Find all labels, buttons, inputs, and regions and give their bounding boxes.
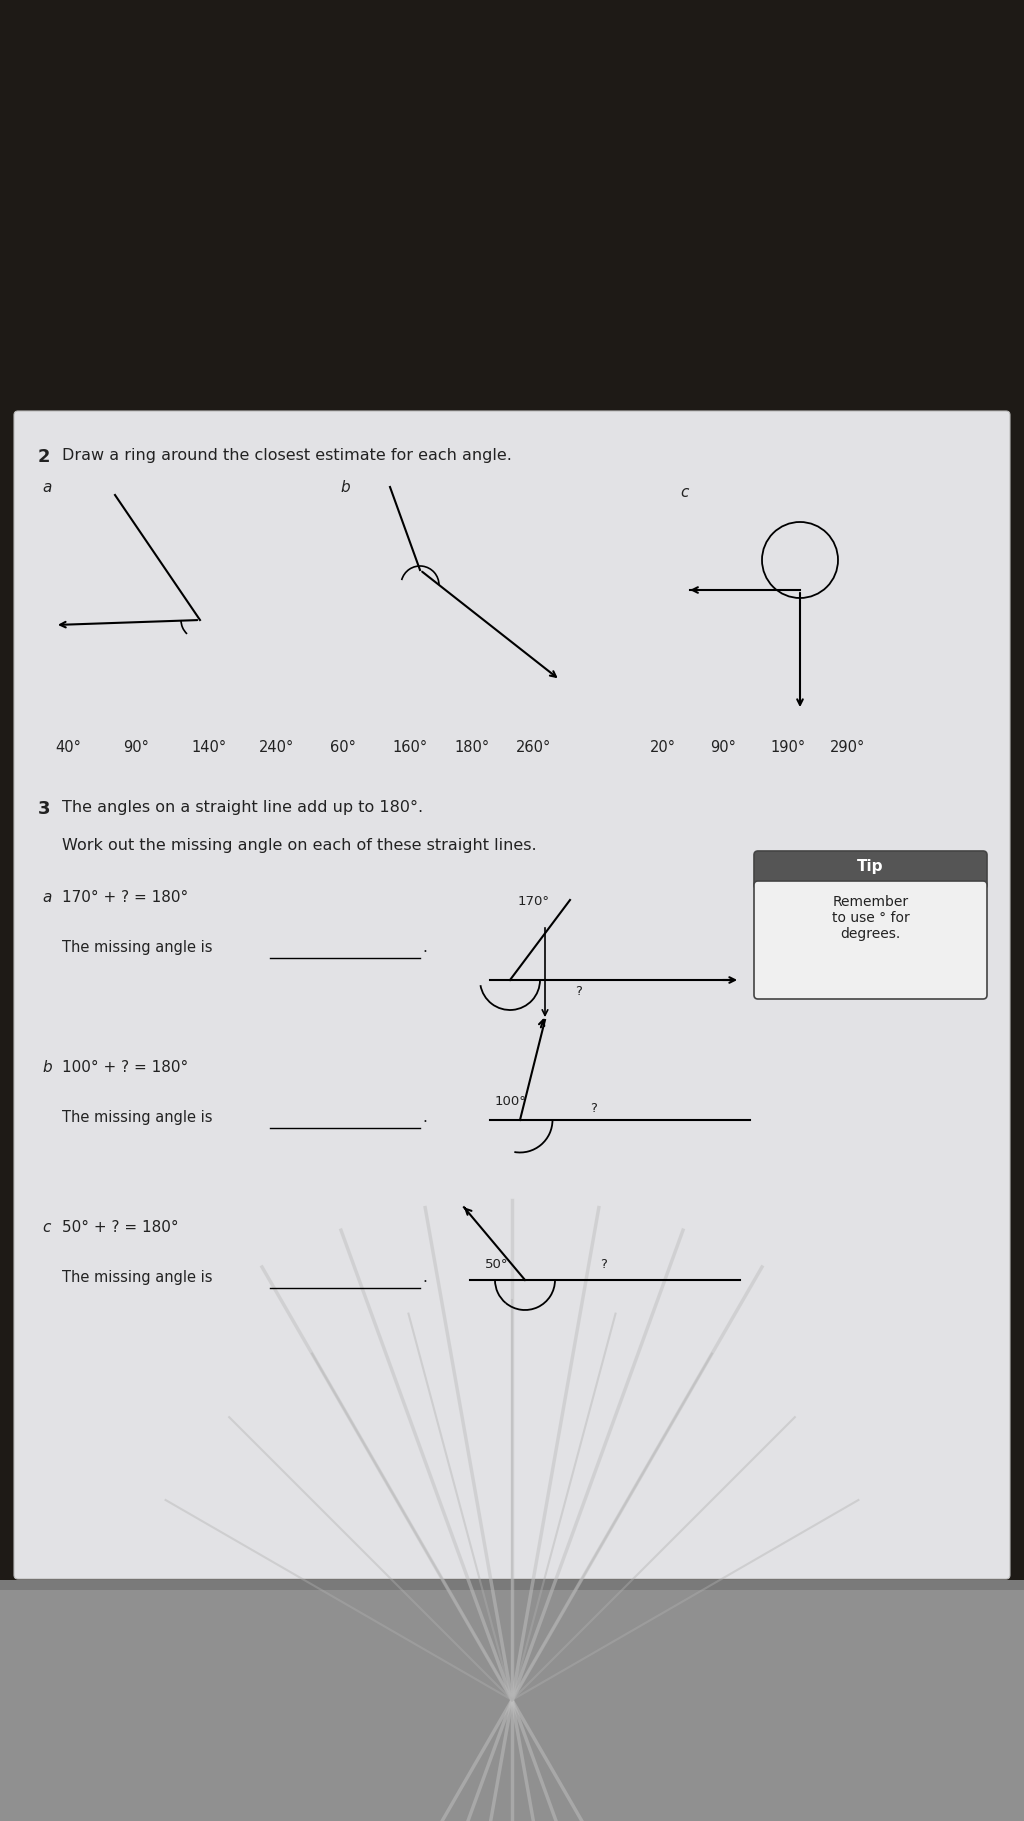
Text: 100° + ? = 180°: 100° + ? = 180° [62, 1060, 188, 1074]
Bar [0, 0, 1024, 430]
FancyBboxPatch shape [754, 881, 987, 1000]
FancyBboxPatch shape [754, 850, 987, 889]
Text: a: a [42, 890, 51, 905]
Text: .: . [422, 1111, 427, 1125]
Bar [0, 1581, 1024, 1821]
Text: Remember
to use ° for
degrees.: Remember to use ° for degrees. [831, 894, 909, 941]
Text: 20°: 20° [650, 739, 676, 756]
Text: 90°: 90° [123, 739, 148, 756]
Text: 190°: 190° [770, 739, 805, 756]
Text: 240°: 240° [259, 739, 294, 756]
Text: 170° + ? = 180°: 170° + ? = 180° [62, 890, 188, 905]
Text: ?: ? [600, 1258, 607, 1271]
Text: 180°: 180° [454, 739, 489, 756]
Text: .: . [422, 940, 427, 954]
Text: 170°: 170° [518, 894, 550, 909]
Text: 290°: 290° [830, 739, 865, 756]
Text: 100°: 100° [495, 1094, 527, 1107]
Text: The angles on a straight line add up to 180°.: The angles on a straight line add up to … [62, 799, 423, 816]
FancyBboxPatch shape [14, 412, 1010, 1579]
Text: 160°: 160° [392, 739, 427, 756]
Text: c: c [680, 484, 688, 501]
Text: 50° + ? = 180°: 50° + ? = 180° [62, 1220, 178, 1235]
Text: Draw a ring around the closest estimate for each angle.: Draw a ring around the closest estimate … [62, 448, 512, 463]
Text: 3: 3 [38, 799, 50, 818]
Text: 140°: 140° [191, 739, 226, 756]
Text: The missing angle is: The missing angle is [62, 1269, 213, 1286]
Text: b: b [340, 481, 349, 495]
Text: a: a [42, 481, 51, 495]
Text: The missing angle is: The missing angle is [62, 940, 213, 954]
Text: Work out the missing angle on each of these straight lines.: Work out the missing angle on each of th… [62, 838, 537, 852]
Text: 260°: 260° [516, 739, 551, 756]
Bar [0, 1590, 1024, 1821]
Text: ?: ? [590, 1102, 597, 1114]
Text: 40°: 40° [55, 739, 81, 756]
Text: 2: 2 [38, 448, 50, 466]
Text: Tip: Tip [857, 860, 884, 874]
Text: .: . [422, 1269, 427, 1286]
Text: 50°: 50° [485, 1258, 509, 1271]
Text: The missing angle is: The missing angle is [62, 1111, 213, 1125]
Text: 90°: 90° [710, 739, 736, 756]
Text: b: b [42, 1060, 51, 1074]
Text: c: c [42, 1220, 50, 1235]
Text: ?: ? [575, 985, 582, 998]
Text: 60°: 60° [330, 739, 356, 756]
